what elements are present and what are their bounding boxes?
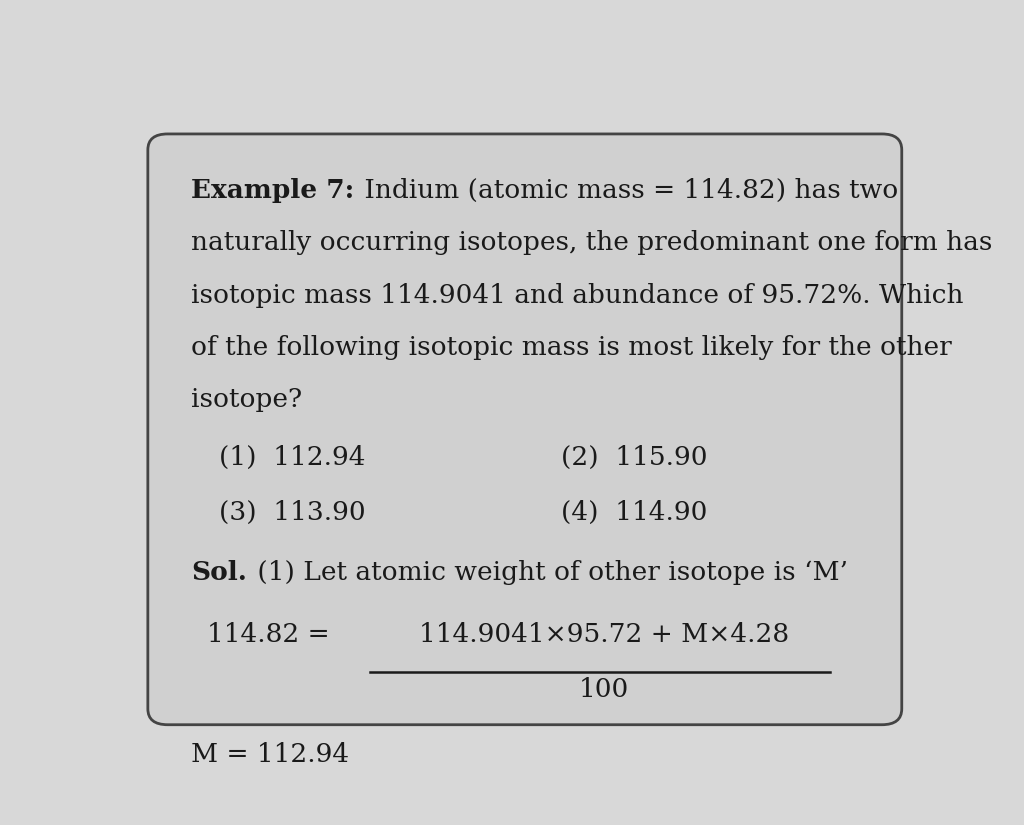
- Text: M = 112.94: M = 112.94: [191, 742, 349, 767]
- Text: isotopic mass 114.9041 and abundance of 95.72%. Which: isotopic mass 114.9041 and abundance of …: [191, 283, 964, 308]
- Text: 114.82 =: 114.82 =: [207, 622, 330, 648]
- Text: naturally occurring isotopes, the predominant one form has: naturally occurring isotopes, the predom…: [191, 230, 993, 256]
- Text: (1)  112.94: (1) 112.94: [219, 446, 366, 470]
- Text: 100: 100: [579, 676, 630, 702]
- Text: (4)  114.90: (4) 114.90: [560, 500, 707, 525]
- Text: Sol.: Sol.: [191, 560, 248, 585]
- Text: 114.9041×95.72 + M×4.28: 114.9041×95.72 + M×4.28: [419, 622, 790, 648]
- Text: Example 7:: Example 7:: [191, 178, 354, 204]
- Text: Indium (atomic mass = 114.82) has two: Indium (atomic mass = 114.82) has two: [356, 178, 899, 204]
- Text: isotope?: isotope?: [191, 387, 303, 412]
- Text: (3)  113.90: (3) 113.90: [219, 500, 366, 525]
- FancyBboxPatch shape: [147, 134, 902, 724]
- Text: (2)  115.90: (2) 115.90: [560, 446, 707, 470]
- Text: (1) Let atomic weight of other isotope is ‘M’: (1) Let atomic weight of other isotope i…: [249, 560, 848, 585]
- Text: of the following isotopic mass is most likely for the other: of the following isotopic mass is most l…: [191, 335, 952, 360]
